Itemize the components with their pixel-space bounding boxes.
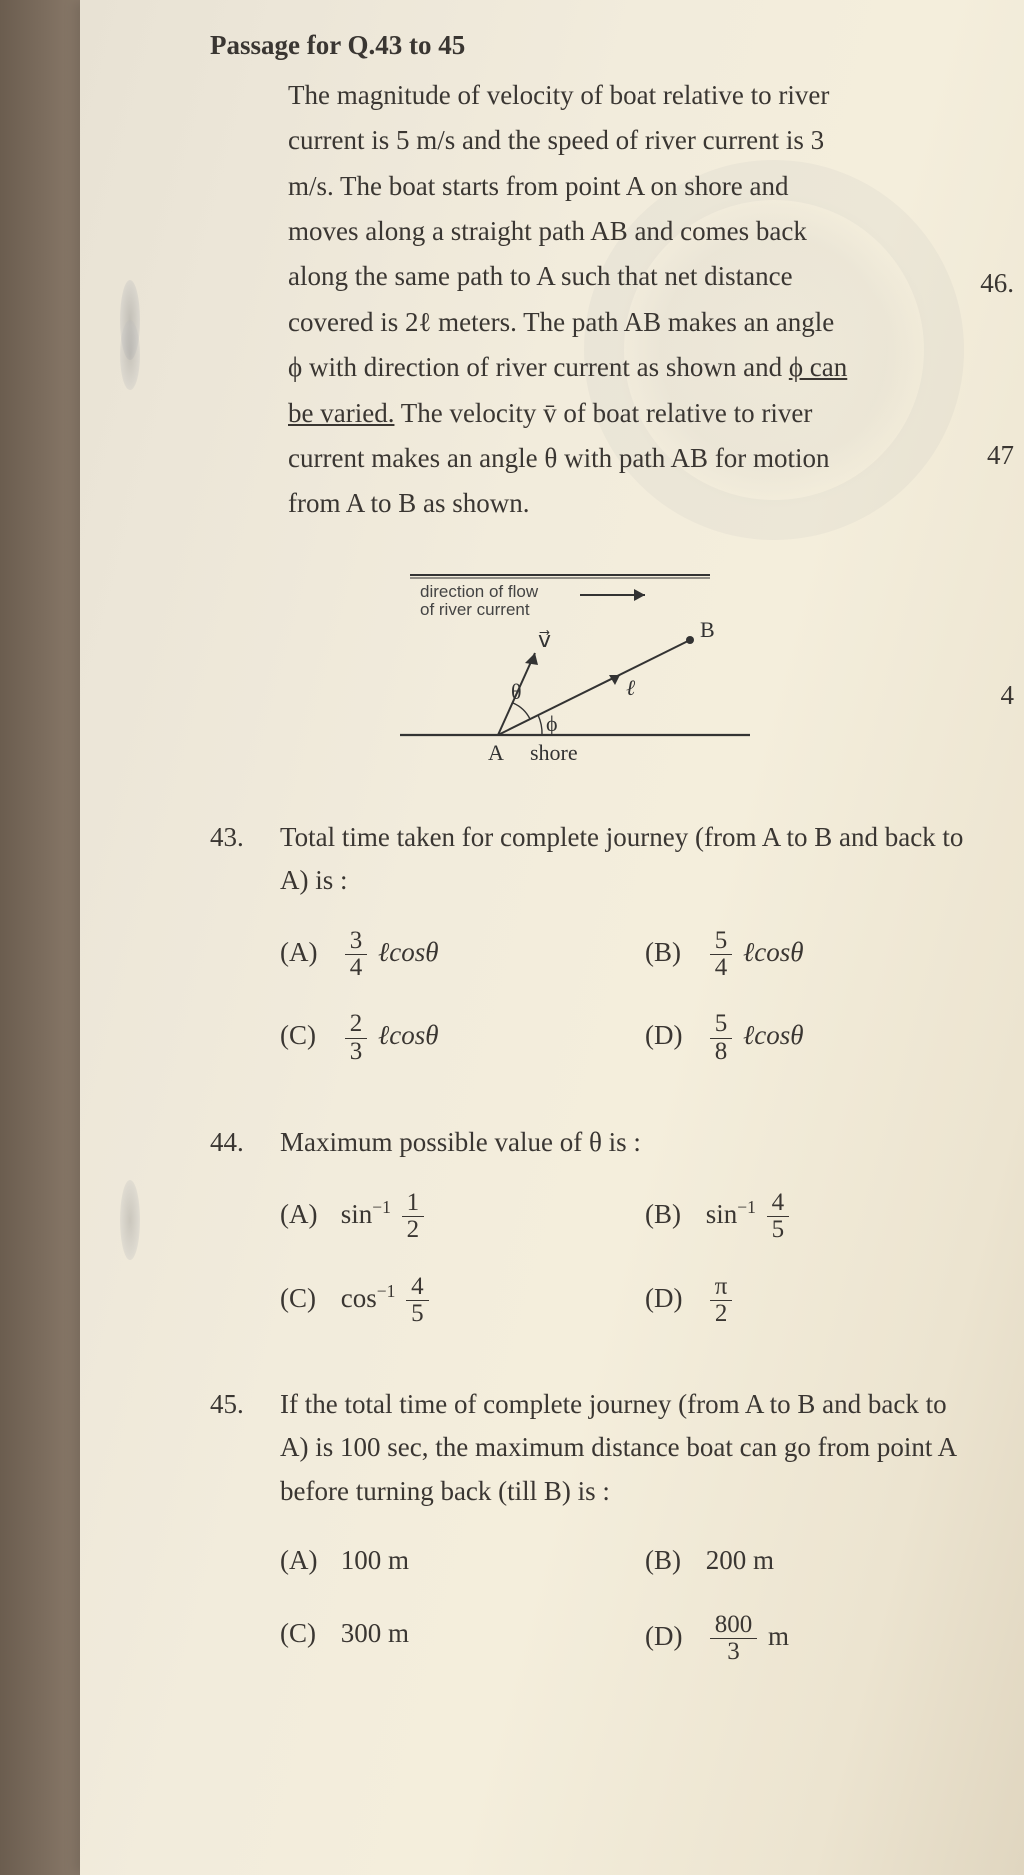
passage-line: current is 5 m/s and the speed of river … — [288, 125, 824, 155]
binding-hole — [120, 1180, 140, 1260]
question-43: 43. Total time taken for complete journe… — [210, 816, 970, 1101]
cutoff-qnum: 46. — [980, 268, 1014, 299]
q45-option-b: (B) 200 m — [645, 1539, 970, 1582]
passage-underlined: be varied. — [288, 398, 394, 428]
q43-option-d: (D) 58 ℓcosθ — [645, 1011, 970, 1065]
passage-body: The magnitude of velocity of boat relati… — [288, 73, 968, 527]
passage-line: from A to B as shown. — [288, 488, 530, 518]
q43-option-c: (C) 23 ℓcosθ — [280, 1011, 605, 1065]
passage-line: m/s. The boat starts from point A on sho… — [288, 171, 788, 201]
diag-v-label: v⃗ — [538, 627, 551, 652]
diag-phi: ϕ — [546, 711, 558, 736]
diagram-svg: direction of flow of river current shore… — [370, 555, 770, 775]
q45-body: If the total time of complete journey (f… — [280, 1383, 970, 1701]
river-boat-diagram: direction of flow of river current shore… — [370, 555, 994, 780]
diag-l-label: ℓ — [626, 675, 636, 700]
question-45: 45. If the total time of complete journe… — [210, 1383, 970, 1701]
passage-line: ϕ with direction of river current as sho… — [288, 352, 789, 382]
exam-page: 46. 47 4 Passage for Q.43 to 45 The magn… — [80, 0, 1024, 1875]
q45-options: (A) 100 m (B) 200 m (C) 300 m (D) 8003 m — [280, 1539, 970, 1666]
passage-underlined: ϕ can — [789, 352, 847, 382]
q45-option-a: (A) 100 m — [280, 1539, 605, 1582]
q44-option-b: (B) sin−1 45 — [645, 1190, 970, 1244]
diag-flow-label: direction of flow — [420, 582, 539, 601]
cutoff-qnum: 4 — [1001, 680, 1015, 711]
q45-option-c: (C) 300 m — [280, 1612, 605, 1666]
question-44: 44. Maximum possible value of θ is : (A)… — [210, 1121, 970, 1363]
q44-body: Maximum possible value of θ is : (A) sin… — [280, 1121, 970, 1363]
q43-body: Total time taken for complete journey (f… — [280, 816, 970, 1101]
diag-shore-label: shore — [530, 740, 578, 765]
desk-background: 46. 47 4 Passage for Q.43 to 45 The magn… — [0, 0, 1024, 1875]
passage-line: moves along a straight path AB and comes… — [288, 216, 807, 246]
passage-line: The velocity v̄ of boat relative to rive… — [394, 398, 812, 428]
diag-theta: θ — [511, 679, 522, 704]
q43-number: 43. — [210, 816, 280, 1101]
q44-text: Maximum possible value of θ is : — [280, 1127, 641, 1157]
q43-option-a: (A) 34 ℓcosθ — [280, 928, 605, 982]
passage-title: Passage for Q.43 to 45 — [210, 30, 994, 61]
diag-flow-label: of river current — [420, 600, 530, 619]
q43-option-b: (B) 54 ℓcosθ — [645, 928, 970, 982]
q44-option-c: (C) cos−1 45 — [280, 1274, 605, 1328]
diag-point-b: B — [700, 617, 715, 642]
passage-line: current makes an angle θ with path AB fo… — [288, 443, 830, 473]
q44-option-d: (D) π2 — [645, 1274, 970, 1328]
passage-line: along the same path to A such that net d… — [288, 261, 793, 291]
q43-options: (A) 34 ℓcosθ (B) 54 ℓcosθ (C) 23 ℓcosθ — [280, 928, 970, 1065]
binding-hole — [120, 320, 140, 390]
q45-number: 45. — [210, 1383, 280, 1701]
passage-line: The magnitude of velocity of boat relati… — [288, 80, 829, 110]
q45-option-d: (D) 8003 m — [645, 1612, 970, 1666]
q44-options: (A) sin−1 12 (B) sin−1 45 (C) cos−1 45 — [280, 1190, 970, 1327]
diag-point-a: A — [488, 740, 504, 765]
q44-number: 44. — [210, 1121, 280, 1363]
q44-option-a: (A) sin−1 12 — [280, 1190, 605, 1244]
q43-text: Total time taken for complete journey (f… — [280, 822, 963, 895]
passage-line: covered is 2ℓ meters. The path AB makes … — [288, 307, 834, 337]
cutoff-qnum: 47 — [987, 440, 1014, 471]
q45-text: If the total time of complete journey (f… — [280, 1389, 956, 1505]
